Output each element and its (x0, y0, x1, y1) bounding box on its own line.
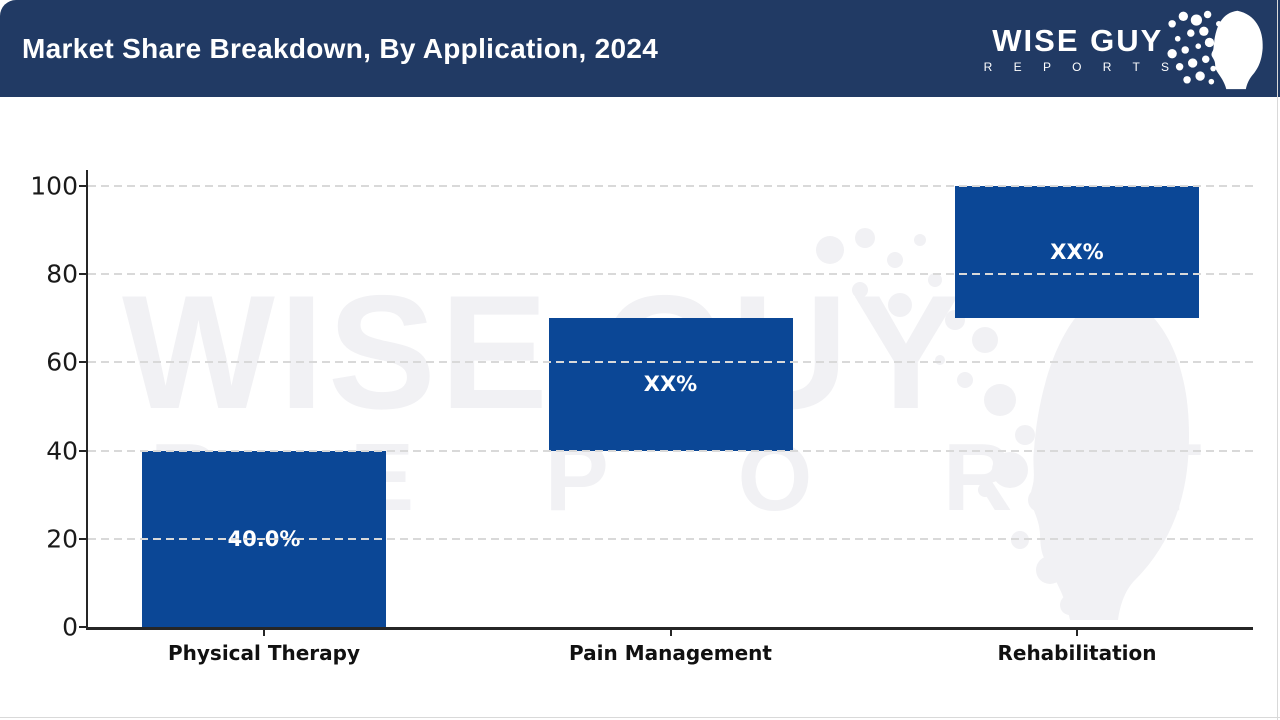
wise-guy-logo: WISE GUY R E P O R T S (978, 6, 1268, 92)
x-axis-tick (1076, 627, 1078, 636)
bar-segment: XX% (548, 318, 793, 451)
watermark-wordmark: WISE GUY (122, 262, 965, 443)
page-title: Market Share Breakdown, By Application, … (22, 32, 659, 64)
y-axis-tick-label: 100 (30, 171, 78, 201)
gridline (88, 273, 1253, 276)
gridline (88, 361, 1253, 364)
y-axis-tick (79, 626, 88, 628)
category-label: Pain Management (569, 641, 772, 665)
logo-subtitle: R E P O R T S (983, 59, 1178, 74)
logo-text: WISE GUY R E P O R T S (978, 25, 1178, 74)
category-label: Rehabilitation (997, 641, 1157, 665)
frame-bottom-border (0, 717, 1280, 718)
bar-segment: XX% (955, 186, 1199, 319)
logo-wordmark: WISE GUY (992, 22, 1164, 58)
frame-right-border (1277, 0, 1278, 720)
gridline (88, 449, 1253, 452)
y-axis-tick-label: 60 (46, 347, 78, 377)
logo-head-icon (1167, 10, 1263, 90)
header-bar: Market Share Breakdown, By Application, … (0, 0, 1280, 97)
y-axis-tick (79, 361, 88, 364)
x-axis-tick (263, 627, 265, 636)
gridline (88, 185, 1253, 187)
x-axis-tick (669, 627, 672, 636)
y-axis-tick-label: 0 (62, 612, 78, 642)
y-axis-tick (79, 449, 88, 452)
y-axis-tick-label: 80 (46, 259, 78, 289)
y-axis-tick (79, 273, 88, 276)
y-axis-spine (86, 170, 88, 630)
y-axis-tick-label: 20 (46, 524, 78, 554)
category-label: Physical Therapy (167, 641, 361, 665)
x-axis-spine (86, 627, 1253, 630)
bar-value-label: XX% (1050, 240, 1104, 265)
bar-value-label: XX% (643, 372, 698, 397)
y-axis-tick (79, 185, 88, 187)
watermark-head-icon (816, 228, 1190, 620)
y-axis-tick-label: 40 (46, 436, 78, 466)
y-axis-tick (79, 537, 88, 540)
gridline (88, 537, 1253, 540)
